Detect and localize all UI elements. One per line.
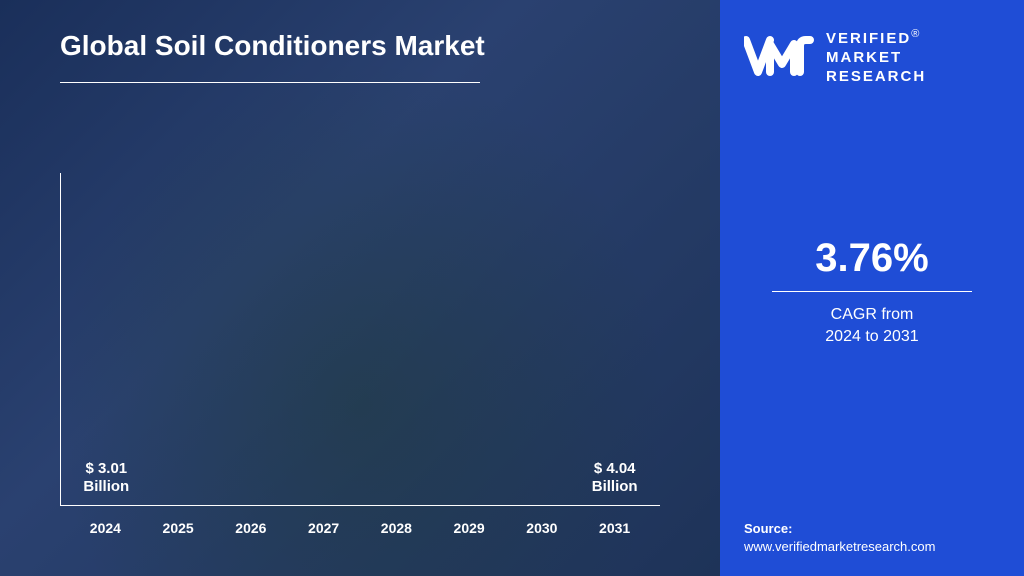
x-axis-label: 2027: [296, 520, 351, 536]
stats-panel: VERIFIED® MARKET RESEARCH 3.76% CAGR fro…: [720, 0, 1024, 576]
source-label: Source:: [744, 520, 935, 538]
cagr-caption-line2: 2024 to 2031: [825, 328, 918, 345]
x-axis-label: 2025: [151, 520, 206, 536]
vmr-logo-icon: [744, 34, 816, 80]
bar-value-label: $ 3.01Billion: [83, 460, 129, 498]
x-axis-label: 2031: [587, 520, 642, 536]
stat-underline: [772, 291, 972, 292]
x-axis-label: 2024: [78, 520, 133, 536]
bar-value-label: $ 4.04Billion: [592, 460, 638, 498]
registered-mark: ®: [911, 28, 921, 40]
x-axis-label: 2029: [442, 520, 497, 536]
chart-panel: Global Soil Conditioners Market $ 3.01Bi…: [0, 0, 720, 576]
title-underline: [60, 82, 480, 83]
bars-container: $ 3.01Billion $ 4.04Billion: [60, 173, 660, 506]
cagr-caption: CAGR from 2024 to 2031: [744, 304, 1000, 347]
x-axis-label: 2030: [515, 520, 570, 536]
brand-logo: VERIFIED® MARKET RESEARCH: [744, 28, 1000, 86]
chart-title: Global Soil Conditioners Market: [60, 30, 680, 62]
bar-chart: $ 3.01Billion$ 4.04Billion 2024202520262…: [60, 113, 680, 546]
source-url: www.verifiedmarketresearch.com: [744, 538, 935, 556]
brand-line2: MARKET: [826, 49, 902, 66]
x-axis-label: 2028: [369, 520, 424, 536]
cagr-caption-line1: CAGR from: [831, 306, 914, 323]
x-axis-label: 2026: [224, 520, 279, 536]
brand-text: VERIFIED® MARKET RESEARCH: [826, 28, 926, 86]
source-citation: Source: www.verifiedmarketresearch.com: [744, 520, 935, 556]
cagr-stat: 3.76% CAGR from 2024 to 2031: [744, 236, 1000, 347]
cagr-value: 3.76%: [744, 236, 1000, 281]
x-axis-labels: 2024 2025 2026 2027 2028 2029 2030 2031: [60, 520, 660, 536]
brand-line3: RESEARCH: [826, 68, 926, 85]
brand-line1: VERIFIED: [826, 30, 911, 47]
